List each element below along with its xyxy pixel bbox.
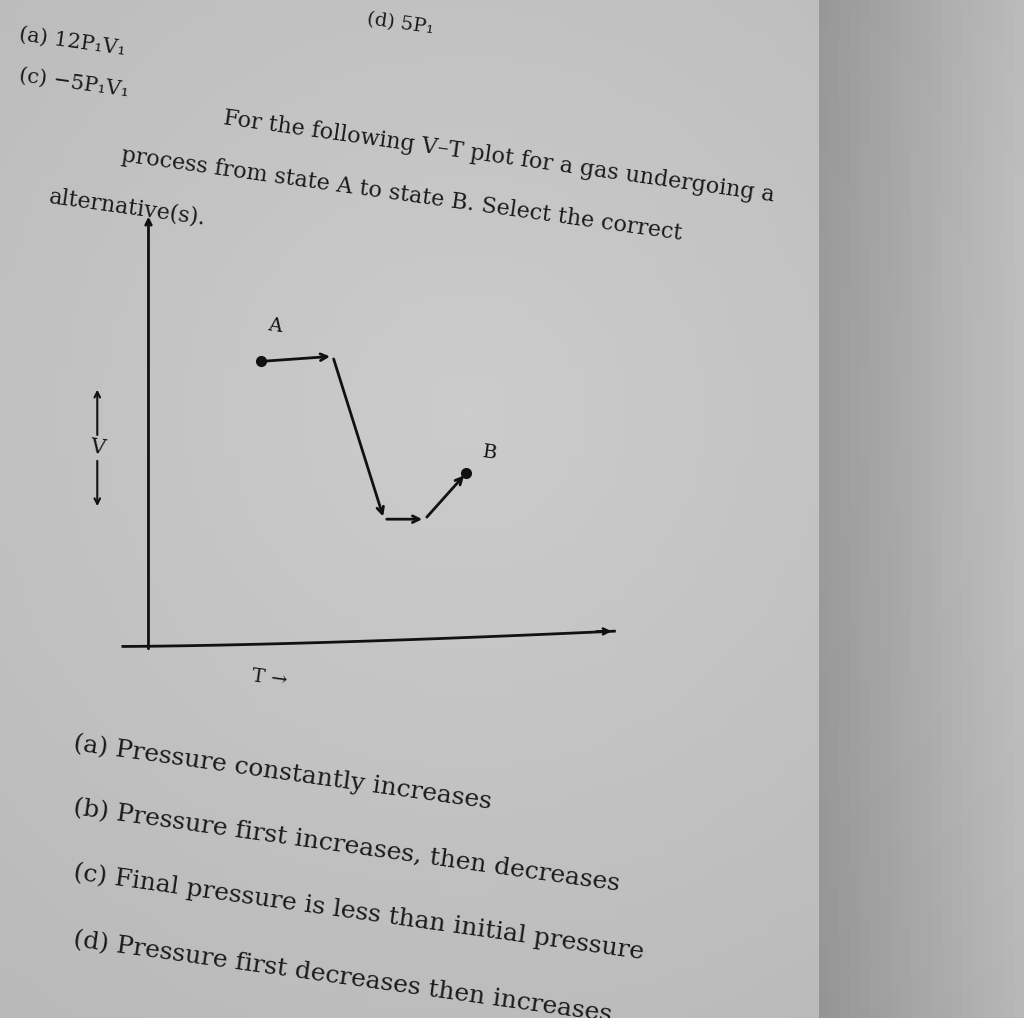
Text: A: A [266,317,283,336]
Text: (a) 12P₁V₁: (a) 12P₁V₁ [17,25,127,59]
Text: process from state A to state B. Select the correct: process from state A to state B. Select … [120,145,683,245]
Text: (a) Pressure constantly increases: (a) Pressure constantly increases [72,732,493,814]
Text: (d) 5P₁: (d) 5P₁ [367,10,435,38]
Text: (d) Pressure first decreases then increases.: (d) Pressure first decreases then increa… [72,928,621,1018]
Text: T →: T → [251,667,289,689]
Text: (c) Final pressure is less than initial pressure: (c) Final pressure is less than initial … [72,860,645,964]
Text: For the following V–T plot for a gas undergoing a: For the following V–T plot for a gas und… [222,107,776,206]
Text: (c) −5P₁V₁: (c) −5P₁V₁ [17,66,130,101]
Text: alternative(s).: alternative(s). [48,185,208,229]
Text: (b) Pressure first increases, then decreases: (b) Pressure first increases, then decre… [72,797,621,896]
Text: B: B [481,444,498,463]
Text: V: V [88,438,106,458]
